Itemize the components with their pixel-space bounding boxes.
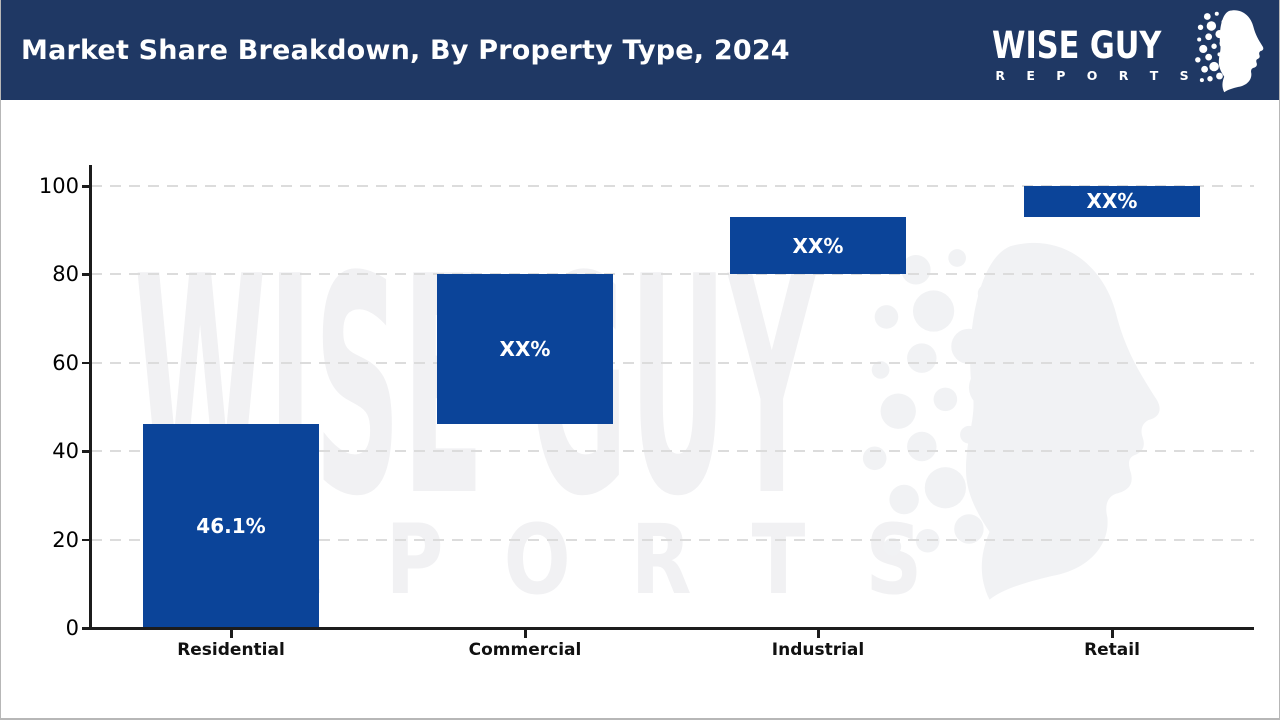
- gridline-60: [91, 361, 1254, 364]
- logo-text: WISE GUY R E P O R T S: [992, 24, 1199, 83]
- y-tick-mark-0: [82, 627, 90, 630]
- bar-value-label: XX%: [499, 337, 551, 362]
- bar-commercial: XX%: [437, 274, 613, 425]
- category-label-retail: Retail: [1084, 640, 1140, 660]
- y-tick-mark-60: [82, 361, 90, 365]
- y-axis-spine: [89, 165, 92, 630]
- bar-residential: 46.1%: [143, 424, 319, 628]
- logo-head-icon: [1195, 10, 1264, 93]
- category-label-commercial: Commercial: [468, 640, 582, 660]
- x-tick-mark-commercial: [524, 630, 527, 638]
- header-bar: Market Share Breakdown, By Property Type…: [1, 0, 1279, 100]
- y-tick-label-20: 20: [52, 527, 79, 552]
- bar-value-label: 46.1%: [196, 514, 266, 539]
- gridline-100: [91, 185, 1254, 187]
- gridline-80: [91, 273, 1254, 276]
- y-tick-label-40: 40: [52, 439, 79, 464]
- y-tick-label-100: 100: [38, 174, 79, 198]
- bar-retail: XX%: [1024, 186, 1200, 217]
- watermark-head-icon: [862, 242, 1160, 600]
- gridline-40: [91, 450, 1254, 453]
- bar-value-label: XX%: [792, 233, 844, 258]
- category-label-industrial: Industrial: [771, 640, 865, 660]
- x-axis-line: [89, 627, 1254, 630]
- logo-subtitle: R E P O R T S: [995, 67, 1198, 83]
- y-tick-mark-100: [82, 185, 90, 188]
- wise-guy-logo: WISE GUY R E P O R T S: [992, 6, 1269, 96]
- category-label-residential: Residential: [177, 640, 285, 660]
- x-tick-mark-residential: [230, 630, 233, 638]
- page-title: Market Share Breakdown, By Property Type…: [21, 34, 790, 66]
- y-tick-label-80: 80: [52, 262, 79, 287]
- bar-industrial: XX%: [730, 216, 906, 275]
- x-tick-mark-retail: [1111, 630, 1114, 638]
- y-tick-mark-80: [82, 273, 90, 276]
- y-tick-mark-20: [82, 538, 90, 542]
- x-tick-mark-industrial: [817, 630, 820, 638]
- y-tick-label-60: 60: [52, 350, 79, 375]
- y-tick-mark-40: [82, 450, 90, 453]
- gridline-20: [91, 538, 1254, 541]
- logo-wordmark: WISE GUY: [992, 23, 1162, 67]
- bar-value-label: XX%: [1086, 189, 1138, 214]
- y-tick-label-0: 0: [65, 616, 79, 640]
